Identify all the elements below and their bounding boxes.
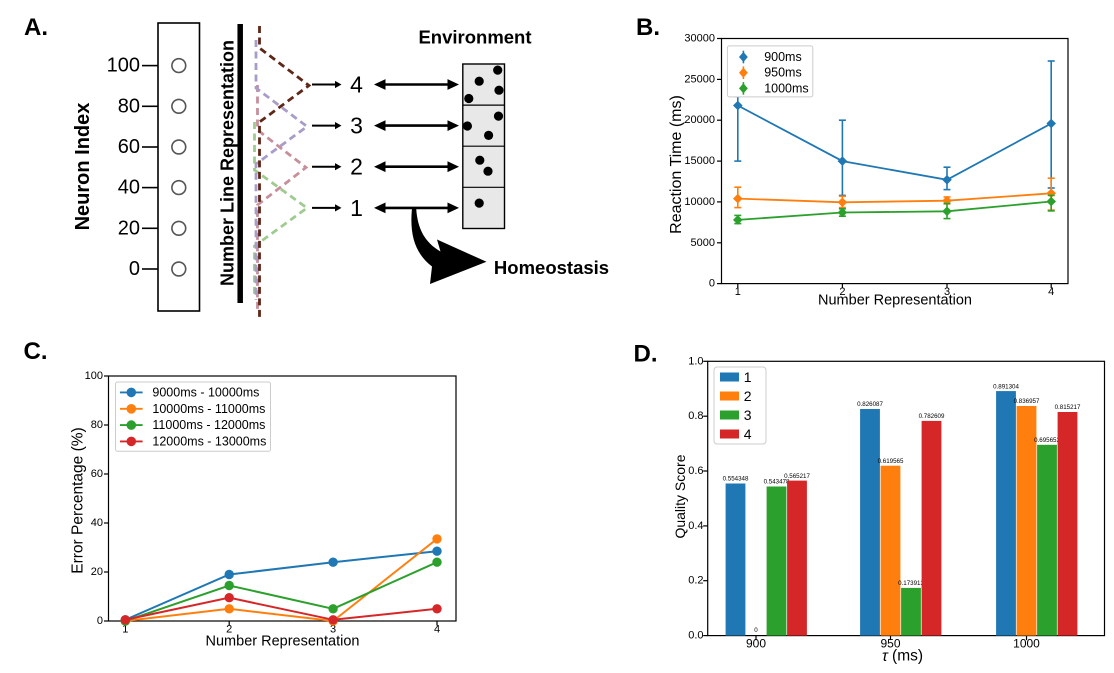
svg-text:0.6: 0.6 xyxy=(688,465,703,477)
svg-text:950: 950 xyxy=(880,636,900,650)
svg-text:0: 0 xyxy=(129,258,140,280)
svg-text:1000: 1000 xyxy=(1013,636,1040,650)
svg-text:0: 0 xyxy=(754,627,758,634)
svg-text:Number Representation: Number Representation xyxy=(206,633,360,649)
svg-text:0.543478: 0.543478 xyxy=(764,479,790,486)
svg-text:C.: C. xyxy=(24,338,48,365)
svg-text:1000ms: 1000ms xyxy=(764,81,808,95)
svg-text:4: 4 xyxy=(1048,286,1054,298)
svg-text:5000: 5000 xyxy=(691,237,715,249)
svg-text:0.836957: 0.836957 xyxy=(1014,398,1040,405)
svg-text:Quality Score: Quality Score xyxy=(672,454,688,538)
svg-text:4: 4 xyxy=(434,624,440,636)
svg-text:2: 2 xyxy=(350,154,363,180)
svg-text:100: 100 xyxy=(85,370,103,382)
svg-text:0.173913: 0.173913 xyxy=(898,580,924,587)
svg-text:0.891304: 0.891304 xyxy=(993,383,1019,390)
svg-text:0.815217: 0.815217 xyxy=(1055,404,1081,411)
svg-text:2: 2 xyxy=(839,286,845,298)
svg-text:2: 2 xyxy=(744,388,752,404)
svg-text:0.782609: 0.782609 xyxy=(919,413,945,420)
svg-text:A.: A. xyxy=(24,14,48,41)
svg-text:Neuron Index: Neuron Index xyxy=(72,103,94,231)
svg-text:12000ms - 13000ms: 12000ms - 13000ms xyxy=(152,434,266,448)
svg-text:40: 40 xyxy=(118,177,140,199)
svg-text:Number Line Representation: Number Line Representation xyxy=(218,40,238,286)
svg-text:0: 0 xyxy=(97,615,103,627)
svg-text:0.4: 0.4 xyxy=(688,520,703,532)
svg-text:60: 60 xyxy=(91,468,103,480)
svg-text:1.0: 1.0 xyxy=(688,355,703,367)
svg-text:0.2: 0.2 xyxy=(688,575,703,587)
svg-text:11000ms - 12000ms: 11000ms - 12000ms xyxy=(152,418,265,432)
svg-text:3: 3 xyxy=(330,624,336,636)
svg-text:40: 40 xyxy=(91,517,103,529)
svg-text:15000: 15000 xyxy=(684,155,715,167)
svg-text:1: 1 xyxy=(350,195,363,221)
svg-text:100: 100 xyxy=(107,55,140,77)
svg-text:1: 1 xyxy=(122,624,128,636)
svg-text:2: 2 xyxy=(226,624,232,636)
svg-text:Number Representation: Number Representation xyxy=(818,292,972,308)
svg-text:3: 3 xyxy=(350,113,363,139)
svg-text:Environment: Environment xyxy=(418,27,531,48)
svg-text:4: 4 xyxy=(350,72,363,98)
svg-text:80: 80 xyxy=(118,95,140,117)
svg-text:60: 60 xyxy=(118,136,140,158)
svg-text:B.: B. xyxy=(636,14,660,41)
svg-text:0.554348: 0.554348 xyxy=(723,476,749,483)
svg-text:Error Percentage (%): Error Percentage (%) xyxy=(70,427,87,573)
svg-text:τ (ms): τ (ms) xyxy=(882,648,923,665)
svg-text:900: 900 xyxy=(746,636,766,650)
svg-text:30000: 30000 xyxy=(684,33,715,45)
svg-text:9000ms - 10000ms: 9000ms - 10000ms xyxy=(152,385,259,399)
svg-text:25000: 25000 xyxy=(684,73,715,85)
svg-text:0.826087: 0.826087 xyxy=(857,401,883,408)
svg-text:0.0: 0.0 xyxy=(688,630,703,642)
svg-text:1: 1 xyxy=(744,369,752,385)
svg-text:950ms: 950ms xyxy=(764,66,802,80)
svg-text:0.565217: 0.565217 xyxy=(784,473,810,480)
svg-text:3: 3 xyxy=(744,407,752,423)
svg-text:10000: 10000 xyxy=(684,196,715,208)
svg-text:Homeostasis: Homeostasis xyxy=(494,257,609,278)
svg-text:4: 4 xyxy=(744,426,752,442)
svg-text:20000: 20000 xyxy=(684,114,715,126)
svg-text:0: 0 xyxy=(709,278,715,290)
svg-text:900ms: 900ms xyxy=(764,50,802,64)
svg-text:0.695652: 0.695652 xyxy=(1034,437,1060,444)
svg-text:20: 20 xyxy=(91,566,103,578)
svg-text:10000ms - 11000ms: 10000ms - 11000ms xyxy=(152,402,265,416)
svg-text:1: 1 xyxy=(735,286,741,298)
svg-text:20: 20 xyxy=(118,217,140,239)
svg-text:Reaction Time (ms): Reaction Time (ms) xyxy=(668,95,685,234)
svg-text:D.: D. xyxy=(634,341,658,368)
svg-text:0.8: 0.8 xyxy=(688,410,703,422)
svg-text:3: 3 xyxy=(944,286,950,298)
svg-text:80: 80 xyxy=(91,419,103,431)
svg-text:0.619565: 0.619565 xyxy=(878,458,904,465)
